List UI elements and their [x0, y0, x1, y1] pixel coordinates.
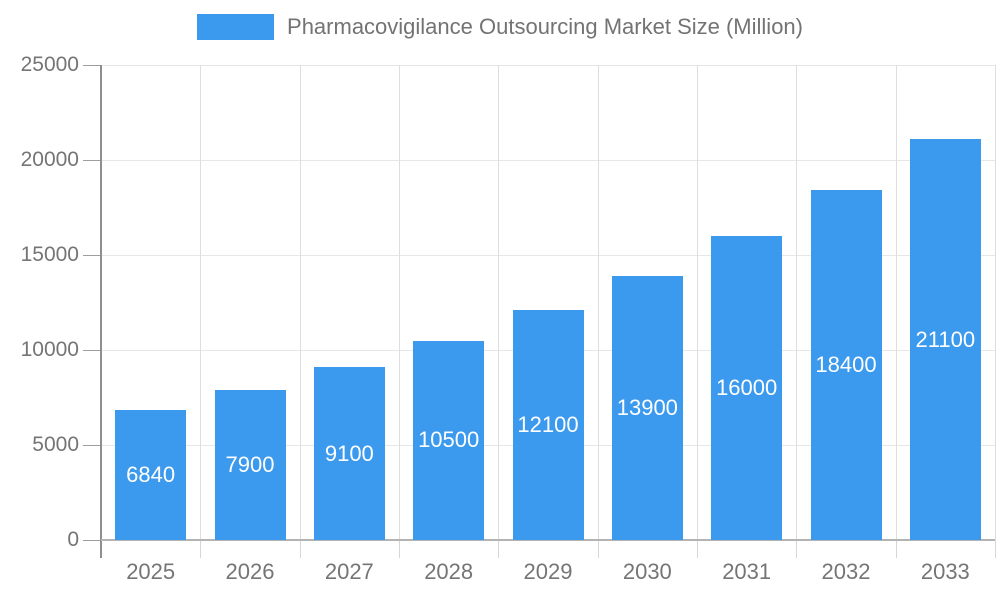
x-axis-line	[101, 539, 995, 541]
y-axis-tick	[83, 255, 101, 256]
bar-2026[interactable]: 7900	[214, 389, 286, 540]
y-axis-label: 10000	[20, 338, 79, 361]
bar-2033[interactable]: 21100	[909, 139, 981, 540]
y-axis-tick	[83, 540, 101, 541]
gridline-vertical	[498, 65, 500, 540]
x-axis-label: 2033	[920, 559, 970, 584]
bar-value-label: 12100	[517, 412, 579, 438]
gridline-vertical	[399, 65, 400, 540]
bar-value-label: 6840	[126, 462, 176, 487]
y-axis-tick	[83, 65, 101, 66]
y-axis-label: 15000	[20, 243, 79, 266]
bar-2030[interactable]: 13900	[611, 275, 683, 540]
legend-swatch-icon	[197, 14, 275, 40]
x-axis-tick	[200, 540, 202, 558]
bar-2031[interactable]: 16000	[711, 236, 783, 540]
x-axis-tick	[299, 540, 301, 558]
bar-2029[interactable]: 12100	[512, 310, 584, 540]
x-axis-tick	[995, 540, 996, 558]
gridline-vertical	[200, 65, 202, 540]
bar-value-label: 7900	[225, 451, 275, 477]
x-axis-tick	[399, 540, 400, 558]
x-axis-label: 2030	[622, 559, 672, 584]
x-axis-tick	[895, 540, 897, 558]
x-axis-tick	[597, 540, 599, 558]
y-axis-label: 0	[67, 528, 79, 551]
bar-value-label: 9100	[324, 440, 374, 466]
x-axis-label: 2025	[126, 559, 176, 584]
bar-2027[interactable]: 9100	[313, 367, 385, 540]
y-axis-tick	[83, 445, 101, 446]
x-axis-tick	[498, 540, 500, 558]
gridline-vertical	[895, 65, 897, 540]
bar-2028[interactable]: 10500	[413, 340, 485, 540]
x-axis-label: 2029	[523, 559, 573, 584]
y-axis-label: 5000	[32, 433, 79, 456]
gridline-vertical	[995, 65, 996, 540]
legend[interactable]: Pharmacovigilance Outsourcing Market Siz…	[0, 14, 1000, 40]
x-axis-tick	[796, 540, 798, 558]
bar-value-label: 18400	[815, 352, 877, 378]
gridline-vertical	[697, 65, 698, 540]
y-axis-label: 25000	[20, 53, 79, 76]
bar-2032[interactable]: 18400	[810, 190, 882, 540]
x-axis-label: 2032	[821, 559, 871, 584]
bar-value-label: 16000	[716, 375, 778, 400]
bar-value-label: 13900	[616, 394, 678, 420]
x-axis-label: 2027	[324, 559, 374, 584]
gridline-horizontal	[101, 65, 995, 66]
gridline-vertical	[796, 65, 798, 540]
legend-label: Pharmacovigilance Outsourcing Market Siz…	[287, 14, 803, 39]
y-axis-tick	[83, 350, 101, 351]
y-axis-line	[100, 65, 102, 558]
gridline-vertical	[597, 65, 599, 540]
x-axis-tick	[697, 540, 698, 558]
gridline-horizontal	[101, 160, 995, 161]
x-axis-label: 2028	[424, 559, 474, 584]
x-axis-label: 2031	[722, 559, 772, 584]
y-axis-tick	[83, 160, 101, 161]
x-axis-label: 2026	[225, 559, 275, 584]
gridline-horizontal	[101, 255, 995, 256]
gridline-vertical	[299, 65, 301, 540]
bar-value-label: 21100	[915, 326, 976, 352]
y-axis-label: 20000	[20, 148, 79, 171]
bar-2025[interactable]: 6840	[115, 410, 187, 540]
bar-value-label: 10500	[418, 427, 480, 453]
